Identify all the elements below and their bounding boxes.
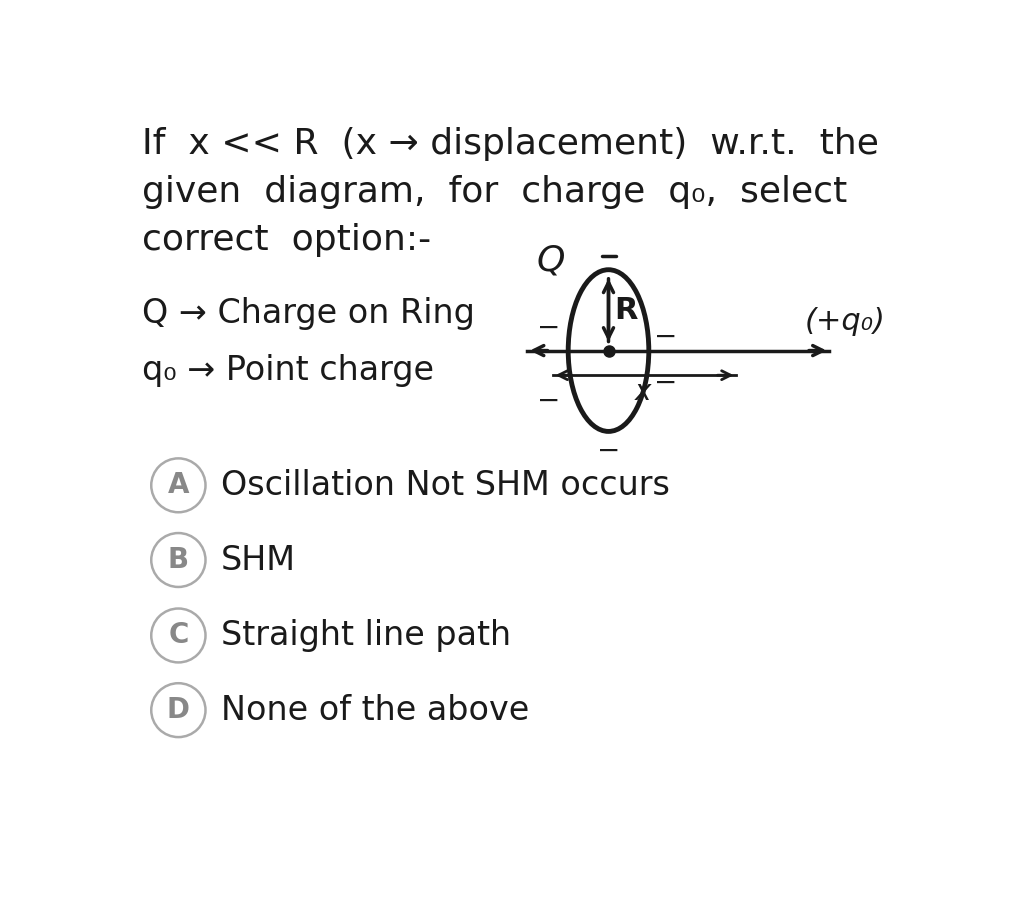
Text: If  x << R  (x → displacement)  w.r.t.  the: If x << R (x → displacement) w.r.t. the	[142, 127, 879, 162]
Text: correct  option:-: correct option:-	[142, 223, 431, 257]
Text: Q: Q	[537, 244, 564, 278]
Text: D: D	[167, 696, 189, 724]
Text: Oscillation Not SHM occurs: Oscillation Not SHM occurs	[221, 468, 670, 502]
Text: −: −	[538, 386, 560, 415]
Text: −: −	[597, 436, 621, 465]
Text: SHM: SHM	[221, 543, 296, 576]
Text: q₀ → Point charge: q₀ → Point charge	[142, 354, 434, 387]
Text: (+q₀): (+q₀)	[805, 307, 886, 336]
Text: C: C	[168, 622, 188, 649]
Text: Q → Charge on Ring: Q → Charge on Ring	[142, 297, 475, 330]
Text: Straight line path: Straight line path	[221, 619, 511, 652]
Text: −: −	[654, 369, 678, 397]
Text: None of the above: None of the above	[221, 694, 529, 727]
Text: B: B	[168, 546, 189, 574]
Text: A: A	[168, 471, 189, 499]
Text: −: −	[654, 322, 678, 351]
Text: R: R	[614, 296, 638, 325]
Text: given  diagram,  for  charge  q₀,  select: given diagram, for charge q₀, select	[142, 175, 847, 209]
Text: −: −	[538, 313, 560, 341]
Text: x: x	[635, 378, 651, 406]
